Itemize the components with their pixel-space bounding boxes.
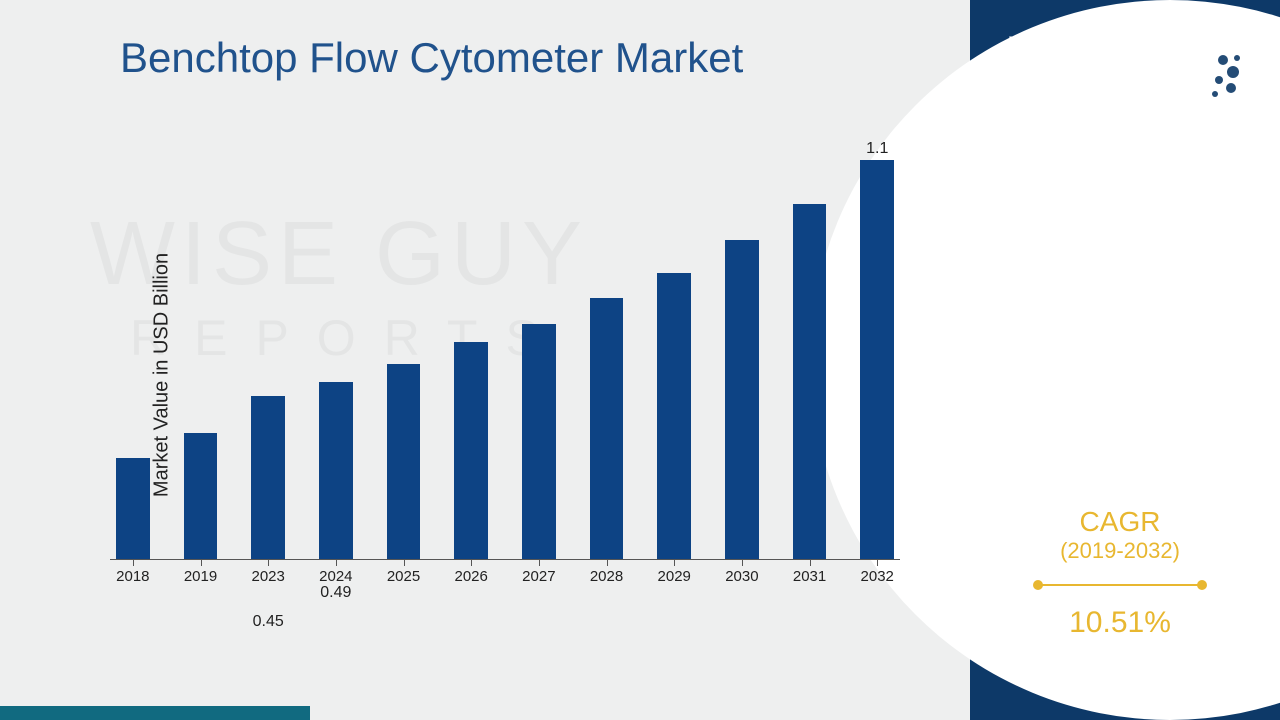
bar-wrap: [178, 433, 224, 560]
x-axis-tick: 2024: [313, 560, 359, 590]
bottom-accent-bar: [0, 706, 310, 720]
bar: [116, 458, 150, 560]
cagr-title: CAGR: [1020, 506, 1220, 538]
bar-wrap: [584, 298, 630, 560]
x-axis-tick: 2018: [110, 560, 156, 590]
x-axis: 2018 2019 2023 2024 2025 2026 2027 2028 2029 2030…: [110, 560, 900, 590]
bar: [387, 364, 421, 560]
bar-wrap: [719, 240, 765, 560]
bar: [522, 324, 556, 560]
bar: [860, 160, 894, 560]
bar: [657, 273, 691, 560]
bar-wrap: [787, 204, 833, 560]
x-axis-tick: 2025: [381, 560, 427, 590]
bar-wrap: [448, 342, 494, 560]
bar: [793, 204, 827, 560]
bars-container: 0.45 0.49 1.1: [110, 160, 900, 560]
bar: [590, 298, 624, 560]
bar: [251, 396, 285, 560]
bar-wrap: [516, 324, 562, 560]
plot-region: 0.45 0.49 1.1: [110, 160, 900, 560]
bar-value-label: 1.1: [866, 140, 888, 160]
bar: [454, 342, 488, 560]
bar-wrap: 0.45: [245, 396, 291, 560]
logo-text-line2: REPORTS: [1009, 69, 1195, 87]
logo: WISE GUY REPORTS: [1009, 30, 1255, 87]
cagr-divider: [1035, 584, 1205, 586]
bar-wrap: [381, 364, 427, 560]
bar-wrap: 1.1: [854, 160, 900, 560]
bar-value-label: 0.45: [253, 613, 284, 633]
bar-wrap: [110, 458, 156, 560]
x-axis-tick: 2030: [719, 560, 765, 590]
x-axis-tick: 2019: [178, 560, 224, 590]
chart-title: Benchtop Flow Cytometer Market: [120, 34, 743, 82]
x-axis-tick: 2028: [584, 560, 630, 590]
cagr-value: 10.51%: [1020, 606, 1220, 640]
x-axis-tick: 2031: [787, 560, 833, 590]
bar-wrap: 0.49: [313, 382, 359, 560]
x-axis-tick: 2023: [245, 560, 291, 590]
logo-text-line1: WISE GUY: [1009, 30, 1195, 69]
bar: [725, 240, 759, 560]
cagr-range: (2019-2032): [1020, 538, 1220, 564]
bar: [319, 382, 353, 560]
bar: [184, 433, 218, 560]
cagr-block: CAGR (2019-2032) 10.51%: [1020, 506, 1220, 640]
x-axis-tick: 2027: [516, 560, 562, 590]
x-axis-tick: 2029: [651, 560, 697, 590]
x-axis-tick: 2032: [854, 560, 900, 590]
bar-wrap: [651, 273, 697, 560]
x-axis-tick: 2026: [448, 560, 494, 590]
chart-area: Market Value in USD Billion 0.450.491.1 …: [70, 160, 900, 590]
